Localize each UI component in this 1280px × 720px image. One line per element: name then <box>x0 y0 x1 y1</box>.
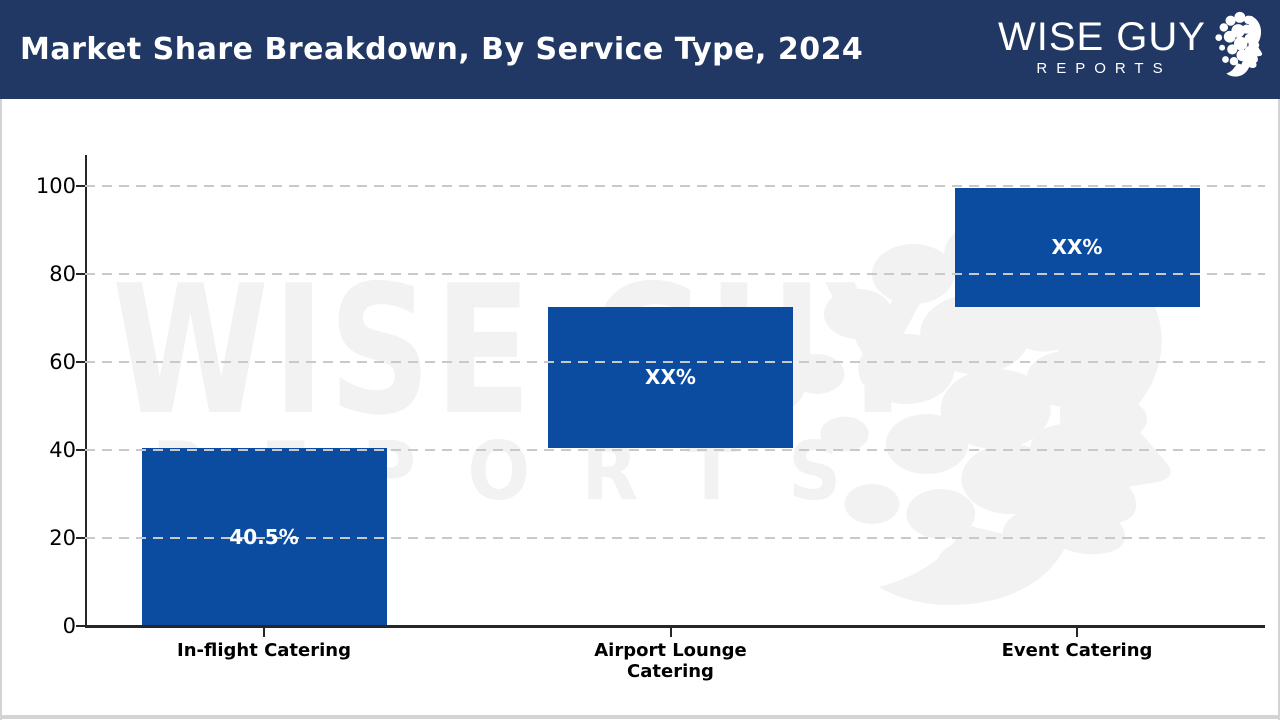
footer-strip <box>0 715 1280 719</box>
page-border-right <box>1278 99 1280 720</box>
y-gridline <box>85 536 1265 539</box>
logo-head-icon <box>1215 11 1263 77</box>
logo-subtitle: REPORTS <box>1036 59 1172 77</box>
y-tick-label: 0 <box>62 614 76 638</box>
logo-text: WISE GUY REPORTS <box>998 15 1206 78</box>
page-title: Market Share Breakdown, By Service Type,… <box>20 32 864 67</box>
header-bar: Market Share Breakdown, By Service Type,… <box>0 0 1280 99</box>
bar <box>954 187 1200 307</box>
y-gridline <box>85 272 1265 275</box>
bar-value-label: XX% <box>645 365 696 390</box>
x-category-label: Event Catering <box>917 640 1237 661</box>
wise-guy-reports-logo: WISE GUY REPORTS <box>998 6 1266 86</box>
x-tick <box>263 628 265 637</box>
y-tick-label: 100 <box>35 173 76 198</box>
x-category-label: In-flight Catering <box>104 640 424 661</box>
x-category-line: In-flight Catering <box>177 640 351 661</box>
watermark-wordmark: WISE GUY <box>112 247 933 454</box>
x-axis-spine <box>85 625 1265 628</box>
page-border-left <box>0 99 2 720</box>
y-tick <box>76 448 85 451</box>
y-tick-label: 60 <box>49 349 76 374</box>
y-gridline <box>85 448 1265 451</box>
x-category-line: Catering <box>627 661 714 682</box>
y-tick <box>76 272 85 275</box>
y-gridline <box>85 360 1265 363</box>
y-tick-label: 20 <box>49 525 76 550</box>
y-axis-spine <box>85 155 87 627</box>
bar <box>141 447 387 626</box>
y-tick-label: 80 <box>49 261 76 286</box>
y-tick <box>76 184 85 187</box>
y-tick <box>76 536 85 539</box>
y-tick <box>76 360 85 363</box>
y-tick <box>76 625 85 627</box>
y-gridline <box>85 184 1265 187</box>
x-tick <box>1076 628 1078 637</box>
logo-wordmark: WISE GUY <box>997 14 1206 59</box>
y-tick-label: 40 <box>49 437 76 462</box>
x-category-line: Event Catering <box>1001 640 1153 661</box>
bar-value-label: XX% <box>1051 235 1103 260</box>
x-category-label: Airport Lounge Catering <box>511 640 831 682</box>
bar <box>548 306 793 448</box>
x-category-line: Airport Lounge <box>594 640 747 661</box>
bar-value-label: 40.5% <box>229 524 299 549</box>
x-tick <box>669 628 672 637</box>
